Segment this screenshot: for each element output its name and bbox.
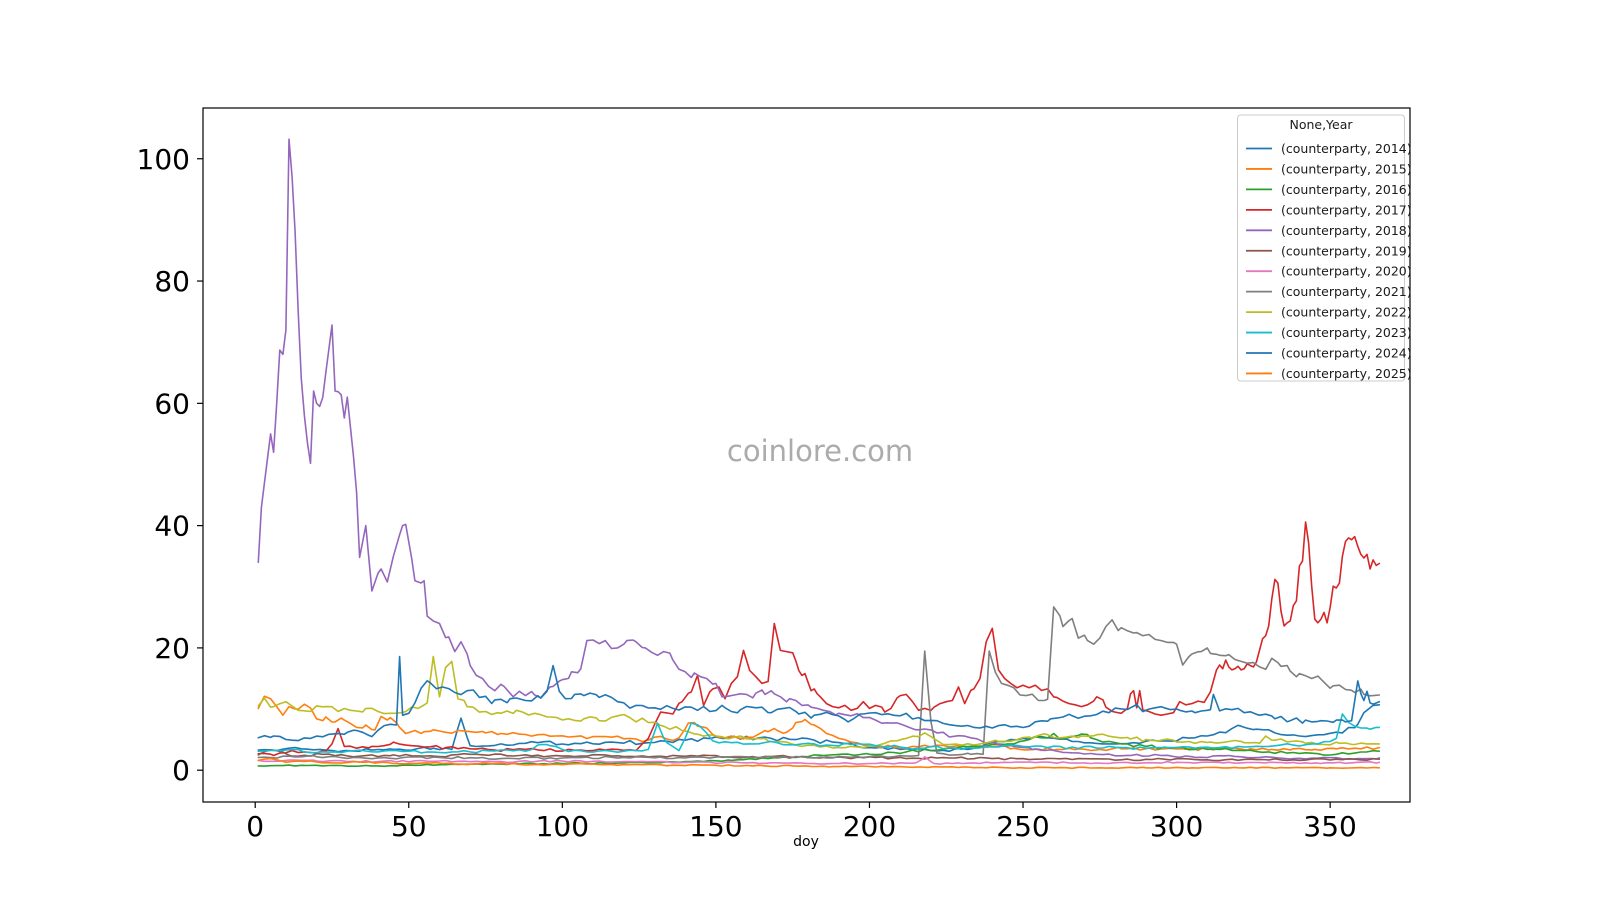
series-line-2017 — [257, 521, 1381, 757]
series-line-2025 — [257, 757, 1381, 770]
legend-box — [1237, 114, 1405, 382]
series-line-2022 — [257, 655, 1381, 749]
legend-label: (counterparty, 2016) — [1281, 182, 1412, 197]
x-tick-label: 0 — [246, 810, 264, 843]
y-tick-label: 20 — [154, 632, 190, 665]
y-tick-label: 0 — [172, 754, 190, 787]
legend-label: (counterparty, 2018) — [1281, 223, 1412, 238]
legend-label: (counterparty, 2019) — [1281, 243, 1412, 258]
legend-label: (counterparty, 2023) — [1281, 325, 1412, 340]
y-tick-label: 100 — [137, 143, 190, 176]
series-line-2018 — [257, 138, 1381, 760]
series-line-2024 — [257, 655, 1381, 742]
legend-label: (counterparty, 2017) — [1281, 202, 1412, 217]
x-axis-label: doy — [793, 834, 819, 850]
legend-label: (counterparty, 2021) — [1281, 284, 1412, 299]
series-line-2023 — [257, 713, 1381, 754]
series-line-2014 — [257, 704, 1381, 753]
x-tick-label: 300 — [1150, 810, 1203, 843]
legend: None,Year (counterparty, 2014) (counterpar… — [1237, 114, 1412, 382]
legend-label: (counterparty, 2015) — [1281, 161, 1412, 176]
y-tick-label: 60 — [154, 387, 190, 420]
x-tick-label: 250 — [996, 810, 1049, 843]
x-tick-label: 350 — [1303, 810, 1356, 843]
x-tick-label: 50 — [391, 810, 427, 843]
legend-label: (counterparty, 2025) — [1281, 366, 1412, 381]
plot-series — [257, 138, 1381, 770]
y-tick-label: 40 — [154, 510, 190, 543]
x-tick-label: 100 — [536, 810, 589, 843]
series-line-2020 — [257, 756, 1381, 765]
series-line-2021 — [257, 606, 1381, 760]
legend-label: (counterparty, 2020) — [1281, 264, 1412, 279]
legend-label: (counterparty, 2024) — [1281, 346, 1412, 361]
legend-label: (counterparty, 2014) — [1281, 141, 1412, 156]
legend-title: None,Year — [1289, 117, 1353, 132]
y-tick-label: 80 — [154, 265, 190, 298]
legend-label: (counterparty, 2022) — [1281, 305, 1412, 320]
plot-area — [202, 107, 1411, 803]
series-line-2016 — [257, 732, 1381, 768]
axes-ticks: 0 50 100 150 200 250 300 350 0 20 40 60 80 100 — [137, 143, 1357, 843]
x-tick-label: 150 — [689, 810, 742, 843]
x-tick-label: 200 — [843, 810, 896, 843]
watermark: coinlore.com — [727, 434, 913, 468]
